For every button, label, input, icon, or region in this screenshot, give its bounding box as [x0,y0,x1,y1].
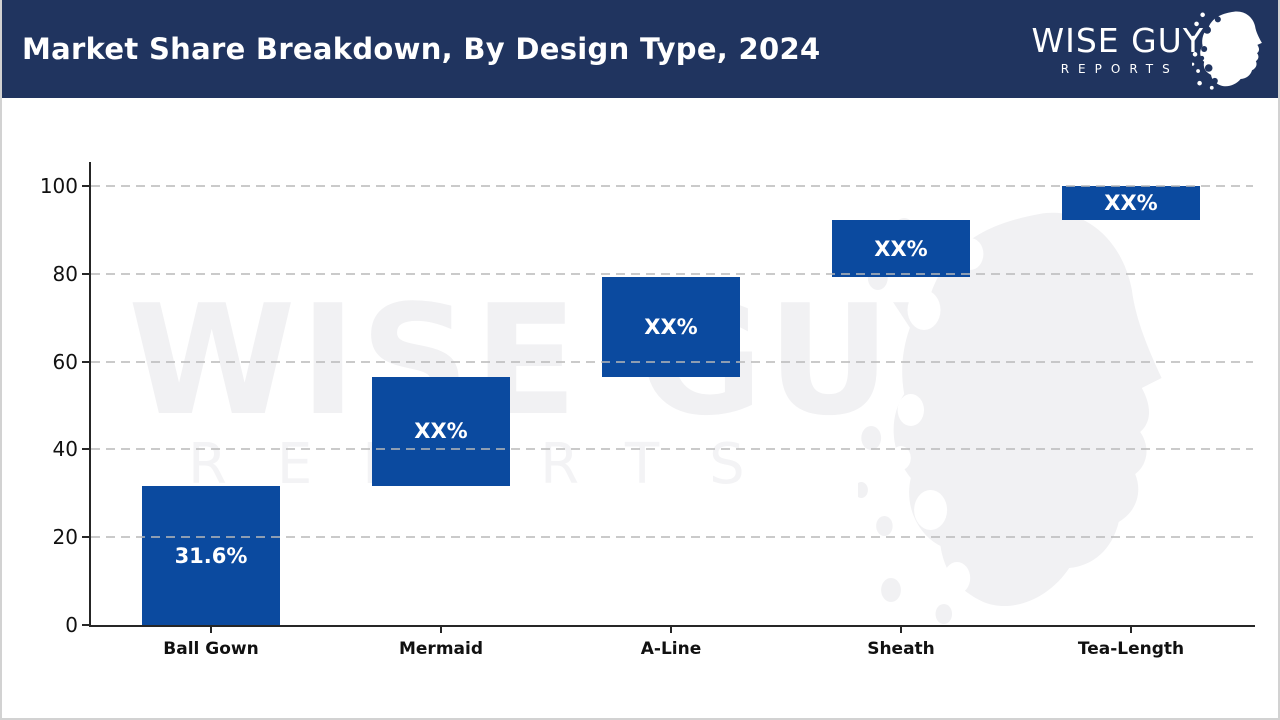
x-tick-mark [900,627,902,633]
x-tick-mark [440,627,442,633]
y-axis-line [89,162,91,627]
brand-logo: WISE GUY REPORTS [1031,6,1268,92]
y-tick-label: 0 [65,613,78,637]
y-tick-label: 20 [52,525,78,550]
bar-value-label: XX% [644,314,698,339]
gridline [91,185,1253,187]
bar-value-label: XX% [874,236,928,261]
y-tick-mark [82,624,89,626]
wise-guy-head-icon [1192,11,1262,90]
waterfall-bar: XX% [372,376,510,487]
y-tick-label: 100 [39,174,78,198]
brand-name: WISE GUY [1031,20,1204,60]
y-tick-label: 60 [52,349,78,374]
brand-logo-text: WISE GUY REPORTS [1031,24,1204,75]
y-tick-mark [82,448,89,451]
category-label: A-Line [640,639,702,659]
y-tick-mark [82,185,89,187]
y-tick-mark [82,536,89,539]
waterfall-bar: 31.6% [142,486,280,625]
header: Market Share Breakdown, By Design Type, … [0,0,1280,98]
waterfall-bar: XX% [832,220,970,278]
gridline [91,272,1253,275]
x-tick-mark [210,627,212,633]
waterfall-bar: XX% [602,277,740,377]
bar-value-label: XX% [1104,191,1158,216]
category-label: Tea-Length [1077,639,1185,659]
y-tick-label: 80 [52,261,78,286]
x-tick-mark [1130,627,1132,633]
x-tick-mark [670,627,672,633]
y-tick-mark [82,272,89,275]
y-tick-label: 40 [52,437,78,462]
bar-value-label: XX% [414,419,468,444]
gridline [91,536,1253,539]
y-tick-mark [82,360,89,363]
brand-subtitle: REPORTS [1060,61,1179,76]
category-label: Ball Gown [163,639,259,659]
page-title: Market Share Breakdown, By Design Type, … [22,32,821,66]
x-axis-line [89,625,1255,627]
category-label: Mermaid [398,639,483,659]
waterfall-bar: XX% [1062,186,1200,221]
bar-value-label: 31.6% [174,543,248,568]
category-label: Sheath [867,639,935,659]
gridline [91,448,1253,451]
gridline [91,360,1253,363]
